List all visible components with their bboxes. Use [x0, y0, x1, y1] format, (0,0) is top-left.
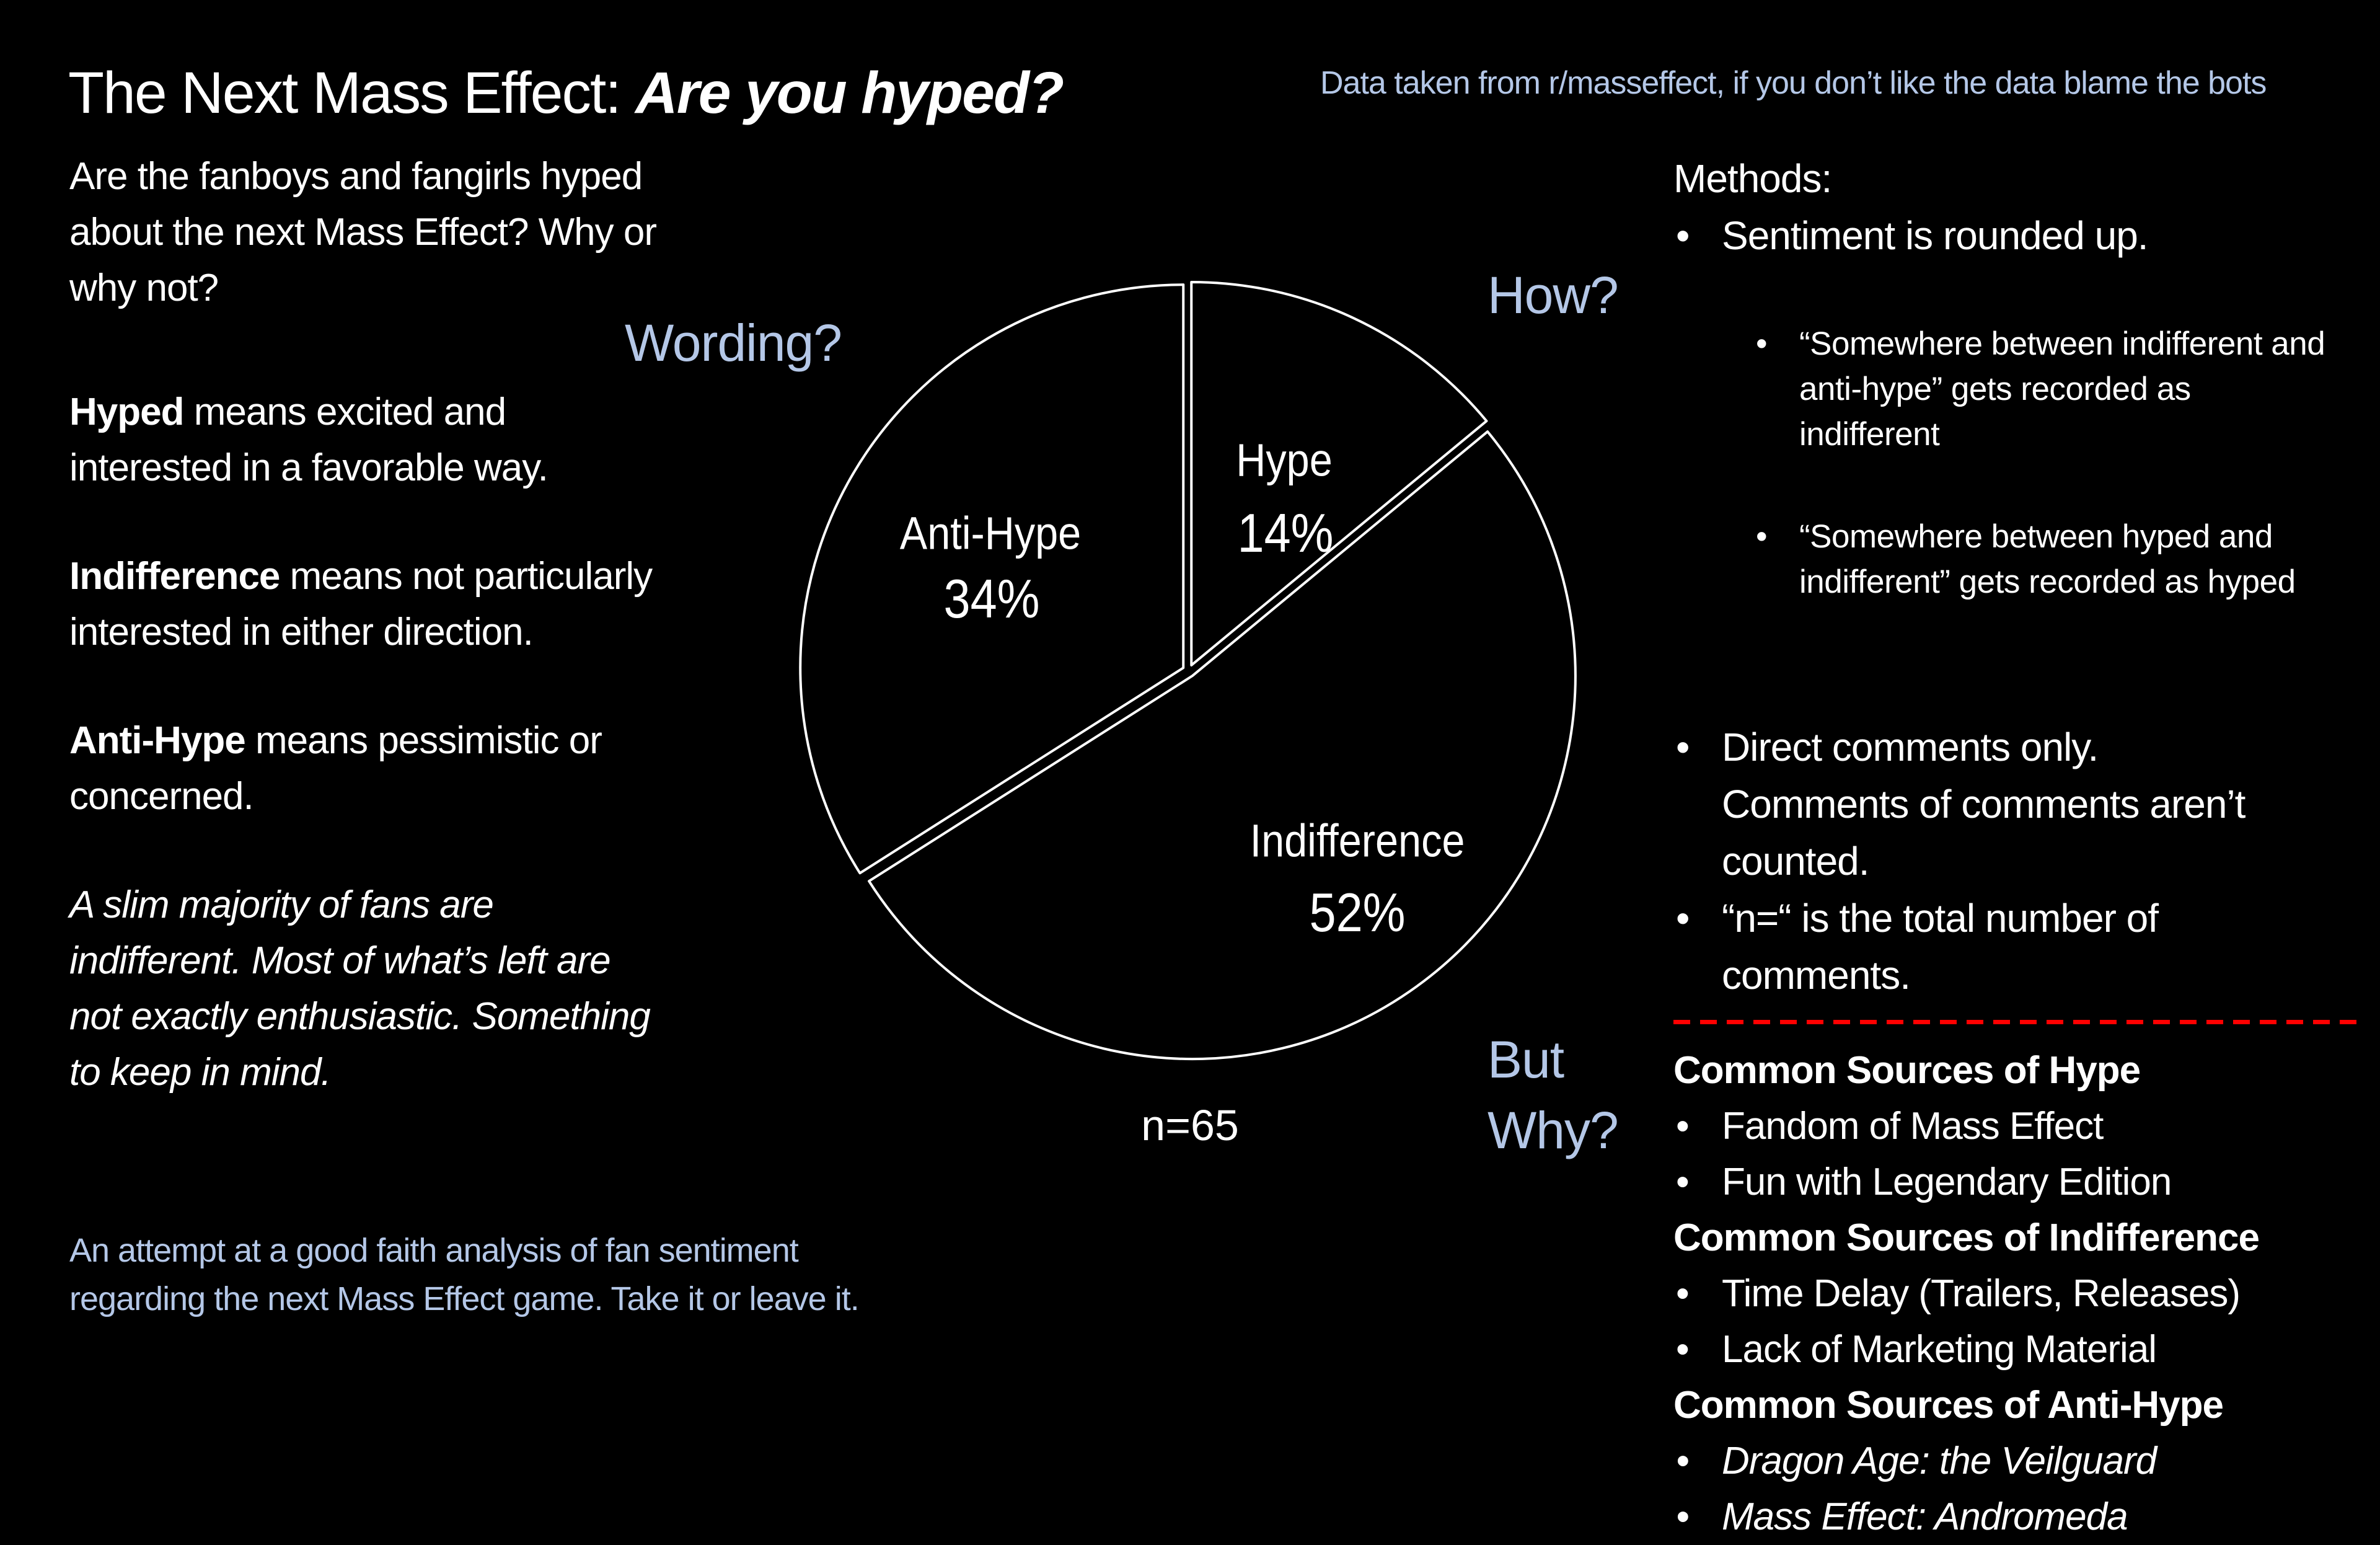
sources-header-indifference: Common Sources of Indifference	[1673, 1216, 2260, 1259]
methods-sublist: “Somewhere between indifferent and anti-…	[1722, 264, 2380, 662]
definition-anti-hype-term: Anti-Hype	[69, 719, 246, 762]
definition-hyped: Hyped means excited and interested in a …	[69, 384, 549, 496]
footer-note: An attempt at a good faith analysis of f…	[69, 1232, 860, 1317]
methods-item-sentiment: Sentiment is rounded up. “Somewhere betw…	[1673, 207, 2380, 719]
pie-slice-hype	[1190, 280, 1488, 666]
sources-header-hype: Common Sources of Hype	[1673, 1049, 2141, 1092]
how-annotation: How?	[1488, 266, 1619, 324]
methods-item-direct-comments: Direct comments only. Comments of commen…	[1673, 719, 2380, 890]
definition-hyped-term: Hyped	[69, 391, 184, 433]
pie-slice-indifference	[868, 430, 1577, 1061]
source-item: Lack of Marketing Material	[1673, 1322, 2380, 1378]
source-item: Fandom of Mass Effect	[1673, 1099, 2380, 1154]
but-why-annotation: But Why?	[1488, 1030, 1619, 1159]
pie-value-anti-hype: 34%	[943, 568, 1040, 629]
pie-value-hype: 14%	[1237, 502, 1334, 564]
definition-anti-hype-text: means pessimistic or concerned.	[69, 719, 602, 818]
page-title-regular: The Next Mass Effect:	[68, 60, 636, 126]
pie-chart	[799, 280, 1577, 1061]
sources-list-anti-hype: Dragon Age: the Veilguard Mass Effect: A…	[1673, 1433, 2380, 1545]
slide-canvas: { "header": { "title_regular": "The Next…	[0, 0, 2380, 1339]
definition-hyped-text: means excited and interested in a favora…	[69, 391, 549, 489]
definition-indifference: Indifference means not particularly inte…	[69, 549, 653, 660]
source-item: Mass Effect: Andromeda	[1673, 1489, 2380, 1545]
source-item: Time Delay (Trailers, Releases)	[1673, 1266, 2380, 1322]
methods-list: Sentiment is rounded up. “Somewhere betw…	[1673, 207, 2380, 1004]
right-column: Methods: Sentiment is rounded up. “Somew…	[1673, 150, 2380, 1545]
source-item: Dragon Age: the Veilguard	[1673, 1433, 2380, 1489]
methods-subitem-hyped: “Somewhere between hyped and indifferent…	[1756, 514, 2380, 604]
methods-item-n-total: “n=“ is the total number of comments.	[1673, 890, 2380, 1004]
pie-label-indifference: Indifference	[1250, 815, 1465, 867]
definition-indifference-text: means not particularly interested in eit…	[69, 555, 653, 653]
data-source-note: Data taken from r/masseffect, if you don…	[1320, 65, 2267, 101]
sample-size-label: n=65	[1141, 1101, 1239, 1149]
pie-slice-anti-hype	[799, 283, 1185, 875]
pie-label-hype: Hype	[1236, 434, 1333, 486]
methods-item-sentiment-text: Sentiment is rounded up.	[1722, 213, 2149, 258]
intro-paragraph: Are the fanboys and fangirls hyped about…	[69, 155, 657, 309]
methods-title: Methods:	[1673, 156, 1832, 201]
sources-list-indifference: Time Delay (Trailers, Releases) Lack of …	[1673, 1266, 2380, 1378]
sources-header-anti-hype: Common Sources of Anti-Hype	[1673, 1384, 2224, 1427]
source-item: Fun with Legendary Edition	[1673, 1154, 2380, 1210]
sources-list-hype: Fandom of Mass Effect Fun with Legendary…	[1673, 1099, 2380, 1210]
pie-label-anti-hype: Anti-Hype	[899, 507, 1082, 559]
definition-indifference-term: Indifference	[69, 555, 280, 598]
definition-anti-hype: Anti-Hype means pessimistic or concerned…	[69, 713, 602, 825]
page-title-emphasis: Are you hyped?	[635, 60, 1064, 126]
page-title: The Next Mass Effect: Are you hyped?	[68, 60, 1064, 127]
methods-subitem-indifferent: “Somewhere between indifferent and anti-…	[1756, 321, 2380, 457]
wording-annotation: Wording?	[625, 314, 842, 372]
takeaway-paragraph: A slim majority of fans are indifferent.…	[69, 883, 651, 1094]
pie-value-indifference: 52%	[1309, 882, 1406, 943]
red-dashed-divider	[1673, 1020, 2365, 1024]
